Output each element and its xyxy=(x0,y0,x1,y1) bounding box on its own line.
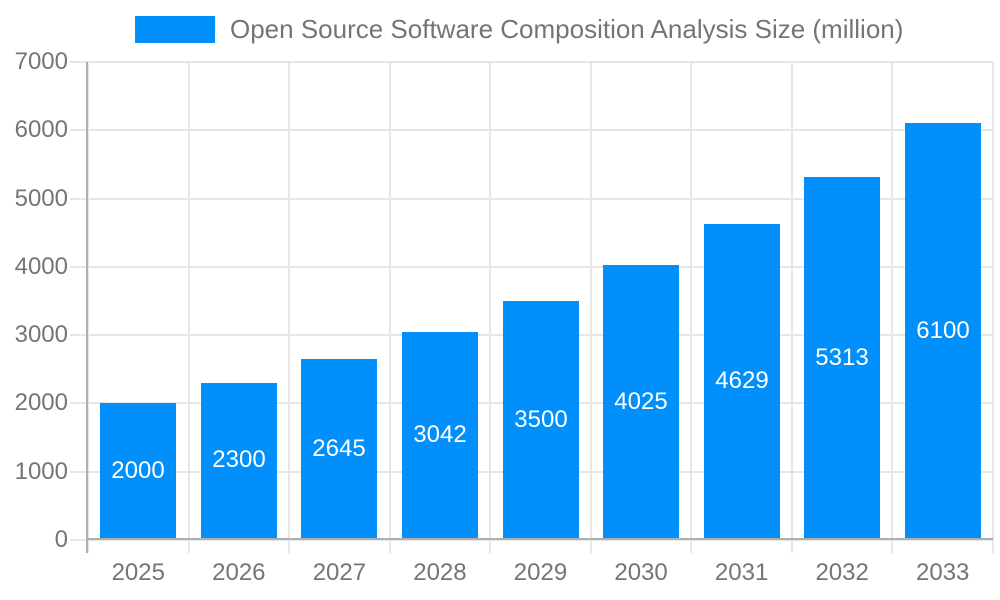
x-gridline xyxy=(690,62,693,553)
x-axis-label: 2029 xyxy=(513,559,568,586)
y-axis-label: 2000 xyxy=(14,389,68,417)
bar-2026[interactable]: 2300 xyxy=(201,382,277,538)
x-axis-label: 2025 xyxy=(111,559,165,586)
x-axis-label: 2027 xyxy=(312,559,367,586)
x-gridline xyxy=(891,62,894,553)
y-axis-label: 1000 xyxy=(14,457,68,485)
bar-2027[interactable]: 2645 xyxy=(301,359,377,538)
bar-value-label: 3500 xyxy=(514,405,568,433)
y-gridline xyxy=(70,265,993,268)
bar-value-label: 6100 xyxy=(916,316,970,344)
y-axis-label: 7000 xyxy=(14,48,68,75)
x-axis-label: 2028 xyxy=(413,559,467,586)
x-axis-label: 2032 xyxy=(815,559,869,586)
x-axis-label: 2026 xyxy=(212,559,266,586)
x-gridline xyxy=(187,62,190,553)
x-axis-label: 2030 xyxy=(614,559,668,586)
x-gridline xyxy=(388,62,391,553)
x-gridline xyxy=(790,62,793,553)
chart-legend[interactable]: Open Source Software Composition Analysi… xyxy=(135,14,903,45)
y-gridline xyxy=(70,539,993,541)
bar-value-label: 2645 xyxy=(312,434,366,462)
y-axis-line xyxy=(86,62,88,553)
bar-value-label: 4629 xyxy=(715,366,769,394)
y-axis-label: 6000 xyxy=(14,116,68,144)
y-axis-label: 4000 xyxy=(14,252,68,280)
bar-value-label: 3042 xyxy=(413,421,467,449)
x-axis-label: 2033 xyxy=(916,559,970,586)
bar-2033[interactable]: 6100 xyxy=(905,123,981,538)
x-gridline xyxy=(288,62,291,553)
legend-label: Open Source Software Composition Analysi… xyxy=(230,14,904,44)
y-gridline xyxy=(70,197,993,200)
bar-2030[interactable]: 4025 xyxy=(603,265,679,538)
bar-value-label: 2000 xyxy=(111,456,165,484)
x-gridline xyxy=(992,62,994,553)
x-axis-line xyxy=(86,538,993,540)
bar-2029[interactable]: 3500 xyxy=(503,301,579,538)
x-gridline xyxy=(87,62,89,553)
x-gridline xyxy=(589,62,592,553)
legend-swatch xyxy=(135,16,215,43)
y-gridline xyxy=(70,61,993,63)
bar-value-label: 5313 xyxy=(815,343,869,371)
y-axis-label: 3000 xyxy=(14,321,68,349)
bar-value-label: 2300 xyxy=(212,446,266,474)
x-axis-label: 2031 xyxy=(714,559,769,586)
y-gridline xyxy=(70,129,993,132)
y-axis-label: 0 xyxy=(54,526,68,553)
bar-2031[interactable]: 4629 xyxy=(704,223,780,538)
bar-2025[interactable]: 2000 xyxy=(100,403,176,538)
x-gridline xyxy=(489,62,492,553)
bar-2032[interactable]: 5313 xyxy=(804,177,880,538)
bar-2028[interactable]: 3042 xyxy=(402,332,478,538)
y-axis-label: 5000 xyxy=(14,184,68,212)
bar-value-label: 4025 xyxy=(614,387,668,415)
